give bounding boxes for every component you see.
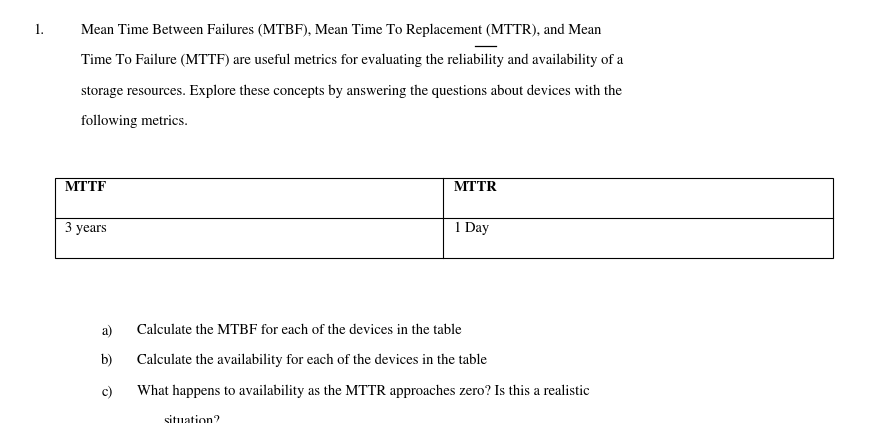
- Text: situation?: situation?: [163, 415, 219, 423]
- Text: b): b): [101, 354, 114, 368]
- Text: Time To Failure (MTTF) are useful metrics for evaluating the reliability and ava: Time To Failure (MTTF) are useful metric…: [81, 54, 623, 67]
- Text: MTTR: MTTR: [454, 181, 498, 194]
- Text: MTTF: MTTF: [65, 181, 107, 194]
- Text: 1 Day: 1 Day: [454, 221, 489, 235]
- Text: following metrics.: following metrics.: [81, 115, 188, 128]
- Text: Mean Time Between Failures (MTBF), Mean Time To: Mean Time Between Failures (MTBF), Mean …: [81, 23, 403, 37]
- Text: storage resources. Explore these concepts by answering the questions about devic: storage resources. Explore these concept…: [81, 84, 622, 98]
- Text: Calculate the availability for each of the devices in the table: Calculate the availability for each of t…: [137, 354, 486, 368]
- Text: Mean Time Between Failures (MTBF), Mean Time To Replacement (MTTR), and Mean: Mean Time Between Failures (MTBF), Mean …: [81, 23, 602, 37]
- Text: 1.: 1.: [33, 23, 44, 37]
- Text: 3 years: 3 years: [65, 221, 107, 235]
- Bar: [55, 178, 833, 258]
- Text: What happens to availability as the MTTR approaches zero? Is this a realistic: What happens to availability as the MTTR…: [137, 385, 589, 398]
- Text: Mean Time Between Failures (MTBF), Mean Time: Mean Time Between Failures (MTBF), Mean …: [81, 23, 386, 37]
- Text: Calculate the MTBF for each of the devices in the table: Calculate the MTBF for each of the devic…: [137, 324, 461, 337]
- Text: c): c): [101, 385, 113, 398]
- Text: a): a): [101, 324, 113, 337]
